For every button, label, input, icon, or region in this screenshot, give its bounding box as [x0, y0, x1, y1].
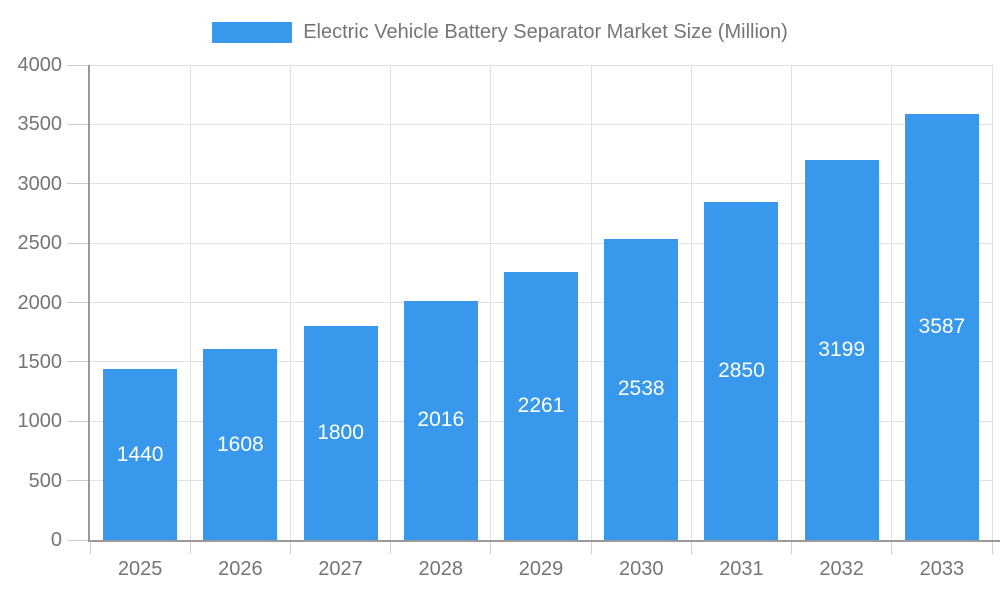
x-axis-label: 2027 [318, 558, 363, 580]
h-gridline [90, 64, 992, 66]
y-axis-label: 2000 [17, 291, 63, 314]
bar-value-label: 1800 [317, 421, 364, 445]
bar-value-label: 3199 [818, 338, 866, 362]
x-axis-line [992, 540, 1000, 542]
y-axis-label: 3500 [17, 113, 63, 136]
x-axis-label: 2028 [418, 558, 464, 580]
bar-value-label: 2261 [517, 393, 565, 417]
y-axis-tick [67, 539, 88, 541]
x-axis-tick [891, 542, 893, 554]
bar-value-label: 2016 [417, 408, 465, 432]
x-axis-tick [791, 542, 793, 554]
v-gridline [289, 65, 291, 540]
bar-2030: 2538 [604, 238, 679, 540]
bar-2029: 2261 [504, 271, 578, 540]
x-axis-label: 2026 [218, 558, 263, 580]
y-axis-tick [67, 420, 88, 422]
y-axis-label: 2500 [17, 232, 63, 255]
h-gridline [90, 242, 992, 244]
v-gridline [690, 65, 692, 540]
chart-title: Electric Vehicle Battery Separator Marke… [303, 21, 788, 43]
bar-value-label: 1608 [216, 432, 264, 456]
x-axis-label: 2031 [719, 558, 764, 580]
y-axis-tick [67, 302, 88, 303]
v-gridline [891, 65, 893, 540]
v-gridline [490, 65, 492, 540]
x-axis-tick [490, 542, 492, 554]
y-axis-label: 0 [50, 529, 62, 551]
y-axis-label: 4000 [17, 54, 63, 76]
y-axis-label: 3000 [17, 172, 63, 195]
bar-2027: 1800 [303, 326, 378, 540]
h-gridline [90, 183, 992, 185]
y-axis-label: 1000 [17, 410, 63, 433]
x-axis-tick [390, 542, 392, 554]
y-axis-tick [67, 361, 88, 363]
y-axis-label: 1500 [17, 350, 63, 373]
bar-2025: 1440 [103, 369, 178, 540]
v-gridline [590, 65, 592, 540]
x-axis-label: 2029 [518, 558, 564, 580]
plot-area: 0 500 1000 1500 2000 2500 3000 3500 4000 1440 2025… [18, 54, 1000, 580]
bar-2028: 2016 [403, 300, 478, 540]
y-axis-tick [67, 480, 88, 482]
y-axis-tick [67, 64, 88, 66]
v-gridline [189, 65, 191, 540]
bar-2033: 3587 [904, 114, 979, 540]
y-axis-tick [67, 183, 88, 185]
x-axis-tick [991, 542, 993, 554]
v-gridline [991, 65, 993, 540]
bar-2031: 2850 [704, 201, 779, 540]
x-axis-tick [590, 542, 592, 554]
bar-value-label: 2850 [718, 358, 765, 382]
x-axis-tick [189, 542, 191, 554]
y-axis-label: 500 [28, 469, 62, 492]
bar-value-label: 2538 [617, 377, 665, 401]
legend: Electric Vehicle Battery Separator Marke… [0, 20, 1000, 44]
x-axis-label: 2033 [919, 558, 965, 580]
bar-value-label: 1440 [116, 442, 164, 466]
bar-2026: 1608 [203, 349, 278, 540]
x-axis-label: 2025 [117, 558, 163, 580]
x-axis-tick [289, 542, 291, 554]
h-gridline [90, 123, 992, 125]
x-axis-label: 2030 [618, 558, 664, 580]
x-axis-label: 2032 [819, 558, 864, 580]
v-gridline [791, 65, 793, 540]
v-gridline [390, 65, 392, 540]
y-axis-tick [67, 242, 88, 244]
legend-swatch [212, 21, 293, 43]
x-axis-tick [89, 542, 91, 554]
bar-value-label: 3587 [918, 315, 966, 339]
bar-2032: 3199 [804, 160, 879, 540]
x-axis-tick [690, 542, 692, 554]
y-axis-tick [67, 123, 88, 125]
